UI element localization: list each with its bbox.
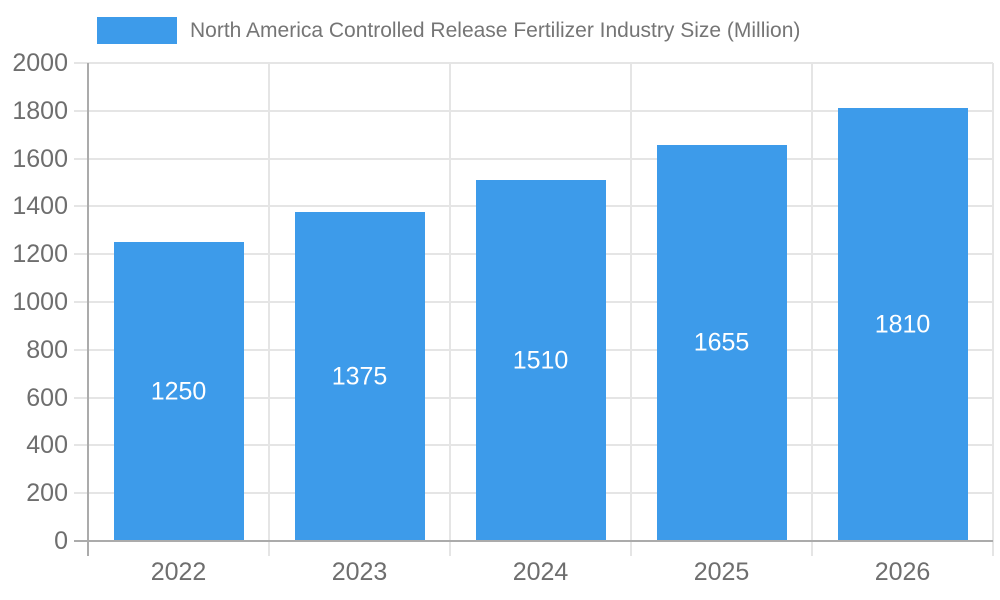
y-tick-label-1600: 1600 bbox=[12, 144, 68, 173]
bar-value-label-2026: 1810 bbox=[874, 310, 931, 339]
y-axis-tick-1600 bbox=[74, 157, 88, 160]
bar-value-label-2024: 1510 bbox=[512, 346, 569, 375]
x-tick-label-2026: 2026 bbox=[874, 558, 931, 586]
y-axis-tick-1000 bbox=[74, 301, 88, 303]
y-axis-line bbox=[87, 63, 89, 556]
gridline-x-2 bbox=[449, 63, 451, 556]
y-tick-label-1200: 1200 bbox=[12, 240, 68, 269]
y-tick-label-800: 800 bbox=[26, 335, 68, 364]
y-axis-tick-200 bbox=[74, 492, 88, 495]
y-tick-label-200: 200 bbox=[26, 479, 68, 508]
y-tick-label-1000: 1000 bbox=[12, 288, 68, 316]
y-axis-tick-600 bbox=[74, 396, 88, 399]
y-axis-tick-2000 bbox=[74, 62, 88, 64]
chart-legend: North America Controlled Release Fertili… bbox=[97, 17, 800, 44]
gridline-x-4 bbox=[811, 63, 813, 556]
gridline-x-3 bbox=[630, 63, 632, 556]
y-tick-label-0: 0 bbox=[54, 527, 68, 555]
y-axis-tick-1400 bbox=[74, 205, 88, 208]
y-axis-tick-1200 bbox=[74, 253, 88, 256]
bar-2022[interactable] bbox=[113, 242, 244, 541]
gridline-y-1600 bbox=[88, 157, 993, 160]
y-tick-label-1400: 1400 bbox=[12, 192, 68, 221]
y-axis-tick-800 bbox=[74, 348, 88, 351]
x-tick-label-2025: 2025 bbox=[693, 558, 750, 586]
gridline-x-5 bbox=[992, 63, 994, 556]
y-tick-label-2000: 2000 bbox=[12, 49, 68, 77]
bar-2024[interactable] bbox=[475, 180, 606, 541]
gridline-y-2000 bbox=[88, 62, 993, 64]
bar-value-label-2025: 1655 bbox=[693, 328, 750, 357]
bar-value-label-2022: 1250 bbox=[150, 377, 207, 406]
x-tick-label-2024: 2024 bbox=[512, 558, 569, 586]
y-tick-label-1800: 1800 bbox=[12, 96, 68, 125]
gridline-y-1800 bbox=[88, 109, 993, 112]
bar-2025[interactable] bbox=[656, 145, 787, 541]
x-axis-line bbox=[74, 540, 993, 542]
x-tick-label-2023: 2023 bbox=[331, 558, 388, 586]
y-tick-label-400: 400 bbox=[26, 431, 68, 460]
bar-2026[interactable] bbox=[837, 108, 968, 541]
legend-swatch[interactable] bbox=[97, 17, 177, 44]
y-axis-tick-400 bbox=[74, 444, 88, 447]
x-tick-label-2022: 2022 bbox=[150, 558, 207, 586]
bar-value-label-2023: 1375 bbox=[331, 362, 388, 391]
gridline-x-1 bbox=[268, 63, 270, 556]
y-tick-label-600: 600 bbox=[26, 383, 68, 412]
bar-2023[interactable] bbox=[294, 212, 425, 541]
legend-label: North America Controlled Release Fertili… bbox=[190, 19, 801, 42]
y-axis-tick-1800 bbox=[74, 109, 88, 112]
